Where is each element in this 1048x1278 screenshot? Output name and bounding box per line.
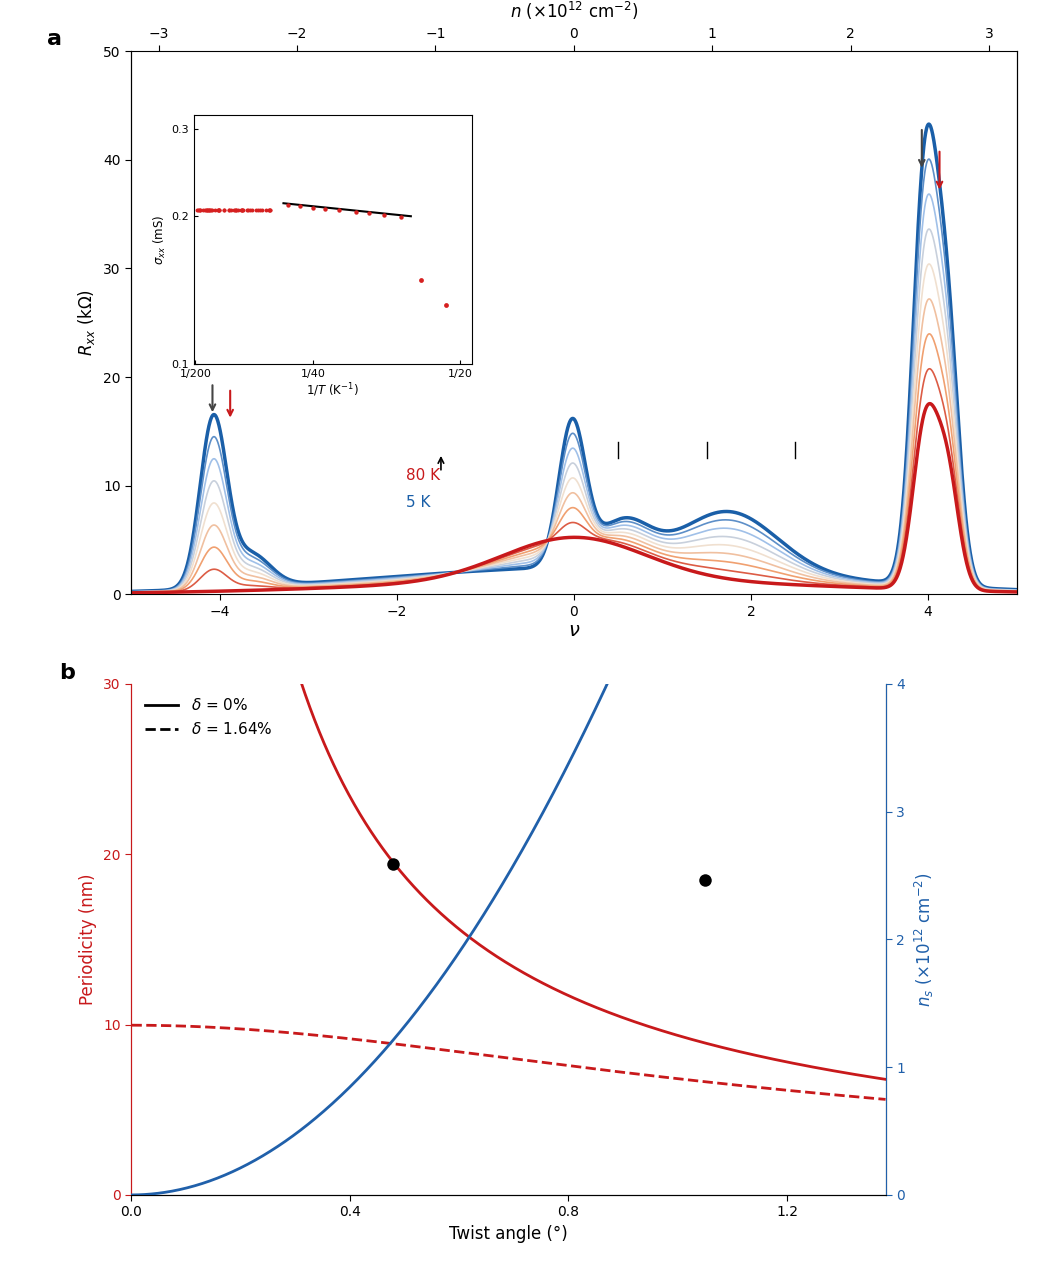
- Point: [196, 201, 213, 221]
- Point: [254, 201, 270, 221]
- Point: [206, 201, 223, 221]
- Point: [234, 201, 250, 221]
- X-axis label: $\nu$: $\nu$: [568, 621, 580, 640]
- Point: [225, 201, 242, 221]
- Point: [242, 201, 259, 221]
- Point: [258, 201, 275, 221]
- Point: [347, 202, 364, 222]
- Point: [361, 203, 377, 224]
- Point: [252, 201, 268, 221]
- Point: [393, 207, 410, 227]
- Y-axis label: $n_s$ ($\times$10$^{12}$ cm$^{-2}$): $n_s$ ($\times$10$^{12}$ cm$^{-2}$): [913, 872, 936, 1007]
- Text: b: b: [60, 663, 75, 684]
- Point: [199, 201, 216, 221]
- Y-axis label: Periodicity (nm): Periodicity (nm): [80, 874, 97, 1005]
- Point: [280, 196, 297, 216]
- Point: [249, 201, 266, 221]
- Point: [291, 197, 308, 217]
- Point: [200, 201, 217, 221]
- Point: [201, 201, 218, 221]
- Point: [243, 201, 260, 221]
- Point: [195, 201, 212, 221]
- Point: [240, 201, 257, 221]
- Point: [227, 201, 244, 221]
- Y-axis label: $R_{xx}$ (k$\Omega$): $R_{xx}$ (k$\Omega$): [77, 289, 97, 357]
- Point: [222, 201, 239, 221]
- Point: [262, 201, 279, 221]
- Point: [234, 201, 250, 221]
- Y-axis label: $\sigma_{xx}$ (mS): $\sigma_{xx}$ (mS): [152, 215, 169, 265]
- Point: [216, 201, 233, 221]
- Text: 80 K: 80 K: [406, 468, 440, 483]
- Point: [316, 199, 333, 220]
- Point: [227, 201, 244, 221]
- Point: [413, 270, 430, 290]
- Point: [192, 201, 209, 221]
- Point: [190, 201, 206, 221]
- Point: [199, 201, 216, 221]
- Point: [210, 201, 226, 221]
- Point: [202, 201, 219, 221]
- Point: [262, 201, 279, 221]
- Point: [221, 201, 238, 221]
- Point: [235, 201, 252, 221]
- Point: [211, 201, 227, 221]
- Point: [215, 201, 232, 221]
- Point: [330, 201, 347, 221]
- Point: [201, 201, 218, 221]
- Point: [192, 201, 209, 221]
- Text: a: a: [47, 29, 62, 50]
- Point: [375, 204, 392, 225]
- Point: [305, 198, 322, 219]
- Point: [247, 201, 264, 221]
- X-axis label: 1/$T$ (K$^{-1}$): 1/$T$ (K$^{-1}$): [306, 382, 359, 400]
- Point: [226, 201, 243, 221]
- Text: 5 K: 5 K: [406, 496, 430, 510]
- Point: [203, 201, 220, 221]
- Point: [211, 201, 227, 221]
- Point: [261, 201, 278, 221]
- Point: [220, 201, 237, 221]
- Point: [234, 201, 250, 221]
- Point: [189, 199, 205, 220]
- X-axis label: Twist angle (°): Twist angle (°): [449, 1224, 568, 1243]
- Point: [198, 201, 215, 221]
- Legend: $\delta$ = 0%, $\delta$ = 1.64%: $\delta$ = 0%, $\delta$ = 1.64%: [138, 691, 278, 744]
- Point: [437, 294, 454, 314]
- Point: [233, 201, 249, 221]
- Point: [238, 201, 255, 221]
- Point: [201, 201, 218, 221]
- Point: [230, 201, 246, 221]
- X-axis label: $n$ ($\times$10$^{12}$ cm$^{-2}$): $n$ ($\times$10$^{12}$ cm$^{-2}$): [509, 0, 638, 23]
- Point: [191, 201, 208, 221]
- Point: [210, 201, 226, 221]
- Point: [211, 201, 227, 221]
- Point: [261, 201, 278, 221]
